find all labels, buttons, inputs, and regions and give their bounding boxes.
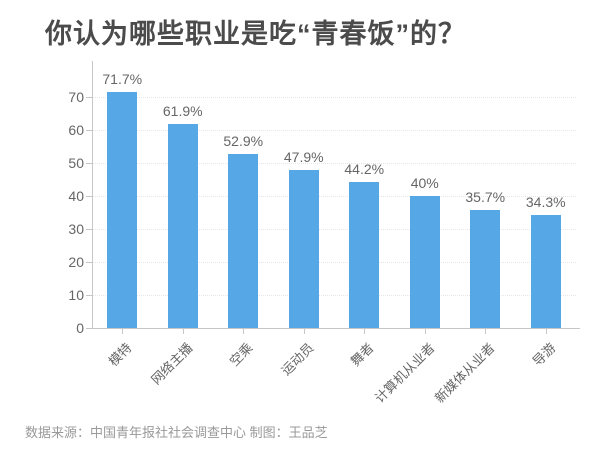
y-axis-tick-label: 60 (68, 122, 84, 139)
y-axis-tick (86, 97, 92, 99)
x-axis-tick (303, 329, 305, 334)
bar-value-label: 40% (410, 175, 439, 191)
y-axis-tick (86, 229, 92, 231)
bar (349, 182, 380, 328)
bar-value-label: 47.9% (283, 149, 324, 165)
y-gridline (92, 229, 576, 231)
y-axis-tick (86, 196, 92, 198)
bar-value-label: 61.9% (162, 103, 203, 119)
x-axis-tick (424, 329, 426, 334)
x-axis-tick (545, 329, 547, 334)
y-axis-tick (86, 163, 92, 165)
bar-value-label: 71.7% (102, 71, 143, 87)
x-axis-category-label: 计算机从业者 (371, 340, 438, 406)
y-axis-tick-label: 40 (68, 188, 84, 205)
bar-value-label: 52.9% (223, 133, 264, 149)
y-gridline (92, 196, 576, 198)
y-axis-tick-label: 50 (68, 155, 84, 172)
y-gridline (92, 295, 576, 297)
y-axis-tick (86, 295, 92, 297)
y-gridline (92, 163, 576, 165)
bar (288, 170, 319, 328)
y-axis-tick-label: 30 (68, 221, 84, 238)
y-axis-line (92, 61, 93, 328)
source-note: 数据来源：中国青年报社社会调查中心 制图：王品芝 (25, 425, 328, 440)
bar (107, 92, 138, 328)
bar (228, 154, 259, 328)
y-axis-tick (86, 130, 92, 132)
x-axis-category-label: 新媒体从业者 (432, 340, 498, 406)
x-axis-tick (485, 329, 487, 334)
x-axis-category-label: 模特 (105, 340, 135, 370)
x-axis-category-label: 空乘 (226, 340, 256, 370)
x-axis-tick (182, 329, 184, 334)
y-gridline (92, 262, 576, 264)
bar (409, 196, 440, 328)
y-axis-tick-label: 70 (68, 89, 84, 106)
x-axis-line (89, 328, 580, 329)
bar-value-label: 35.7% (465, 189, 506, 205)
y-axis-tick-label: 20 (68, 254, 84, 271)
y-axis-tick-label: 0 (76, 320, 84, 336)
chart-title: 你认为哪些职业是吃“青春饭”的？ (45, 19, 466, 49)
bar (470, 210, 501, 328)
x-axis-tick (122, 329, 124, 334)
bar (530, 215, 561, 328)
x-axis-tick (243, 329, 245, 334)
y-gridline (92, 130, 576, 132)
x-axis-tick (364, 329, 366, 334)
x-axis-category-label: 舞者 (347, 340, 377, 370)
y-axis-tick-label: 10 (68, 287, 84, 304)
x-axis-category-label: 导游 (529, 340, 559, 370)
x-axis-category-label: 网络主播 (147, 340, 196, 388)
bar (167, 124, 198, 328)
y-gridline (92, 97, 576, 99)
bar-value-label: 44.2% (344, 161, 385, 177)
x-axis-category-label: 运动员 (278, 340, 317, 379)
y-axis-tick (86, 262, 92, 264)
bar-value-label: 34.3% (525, 194, 566, 210)
